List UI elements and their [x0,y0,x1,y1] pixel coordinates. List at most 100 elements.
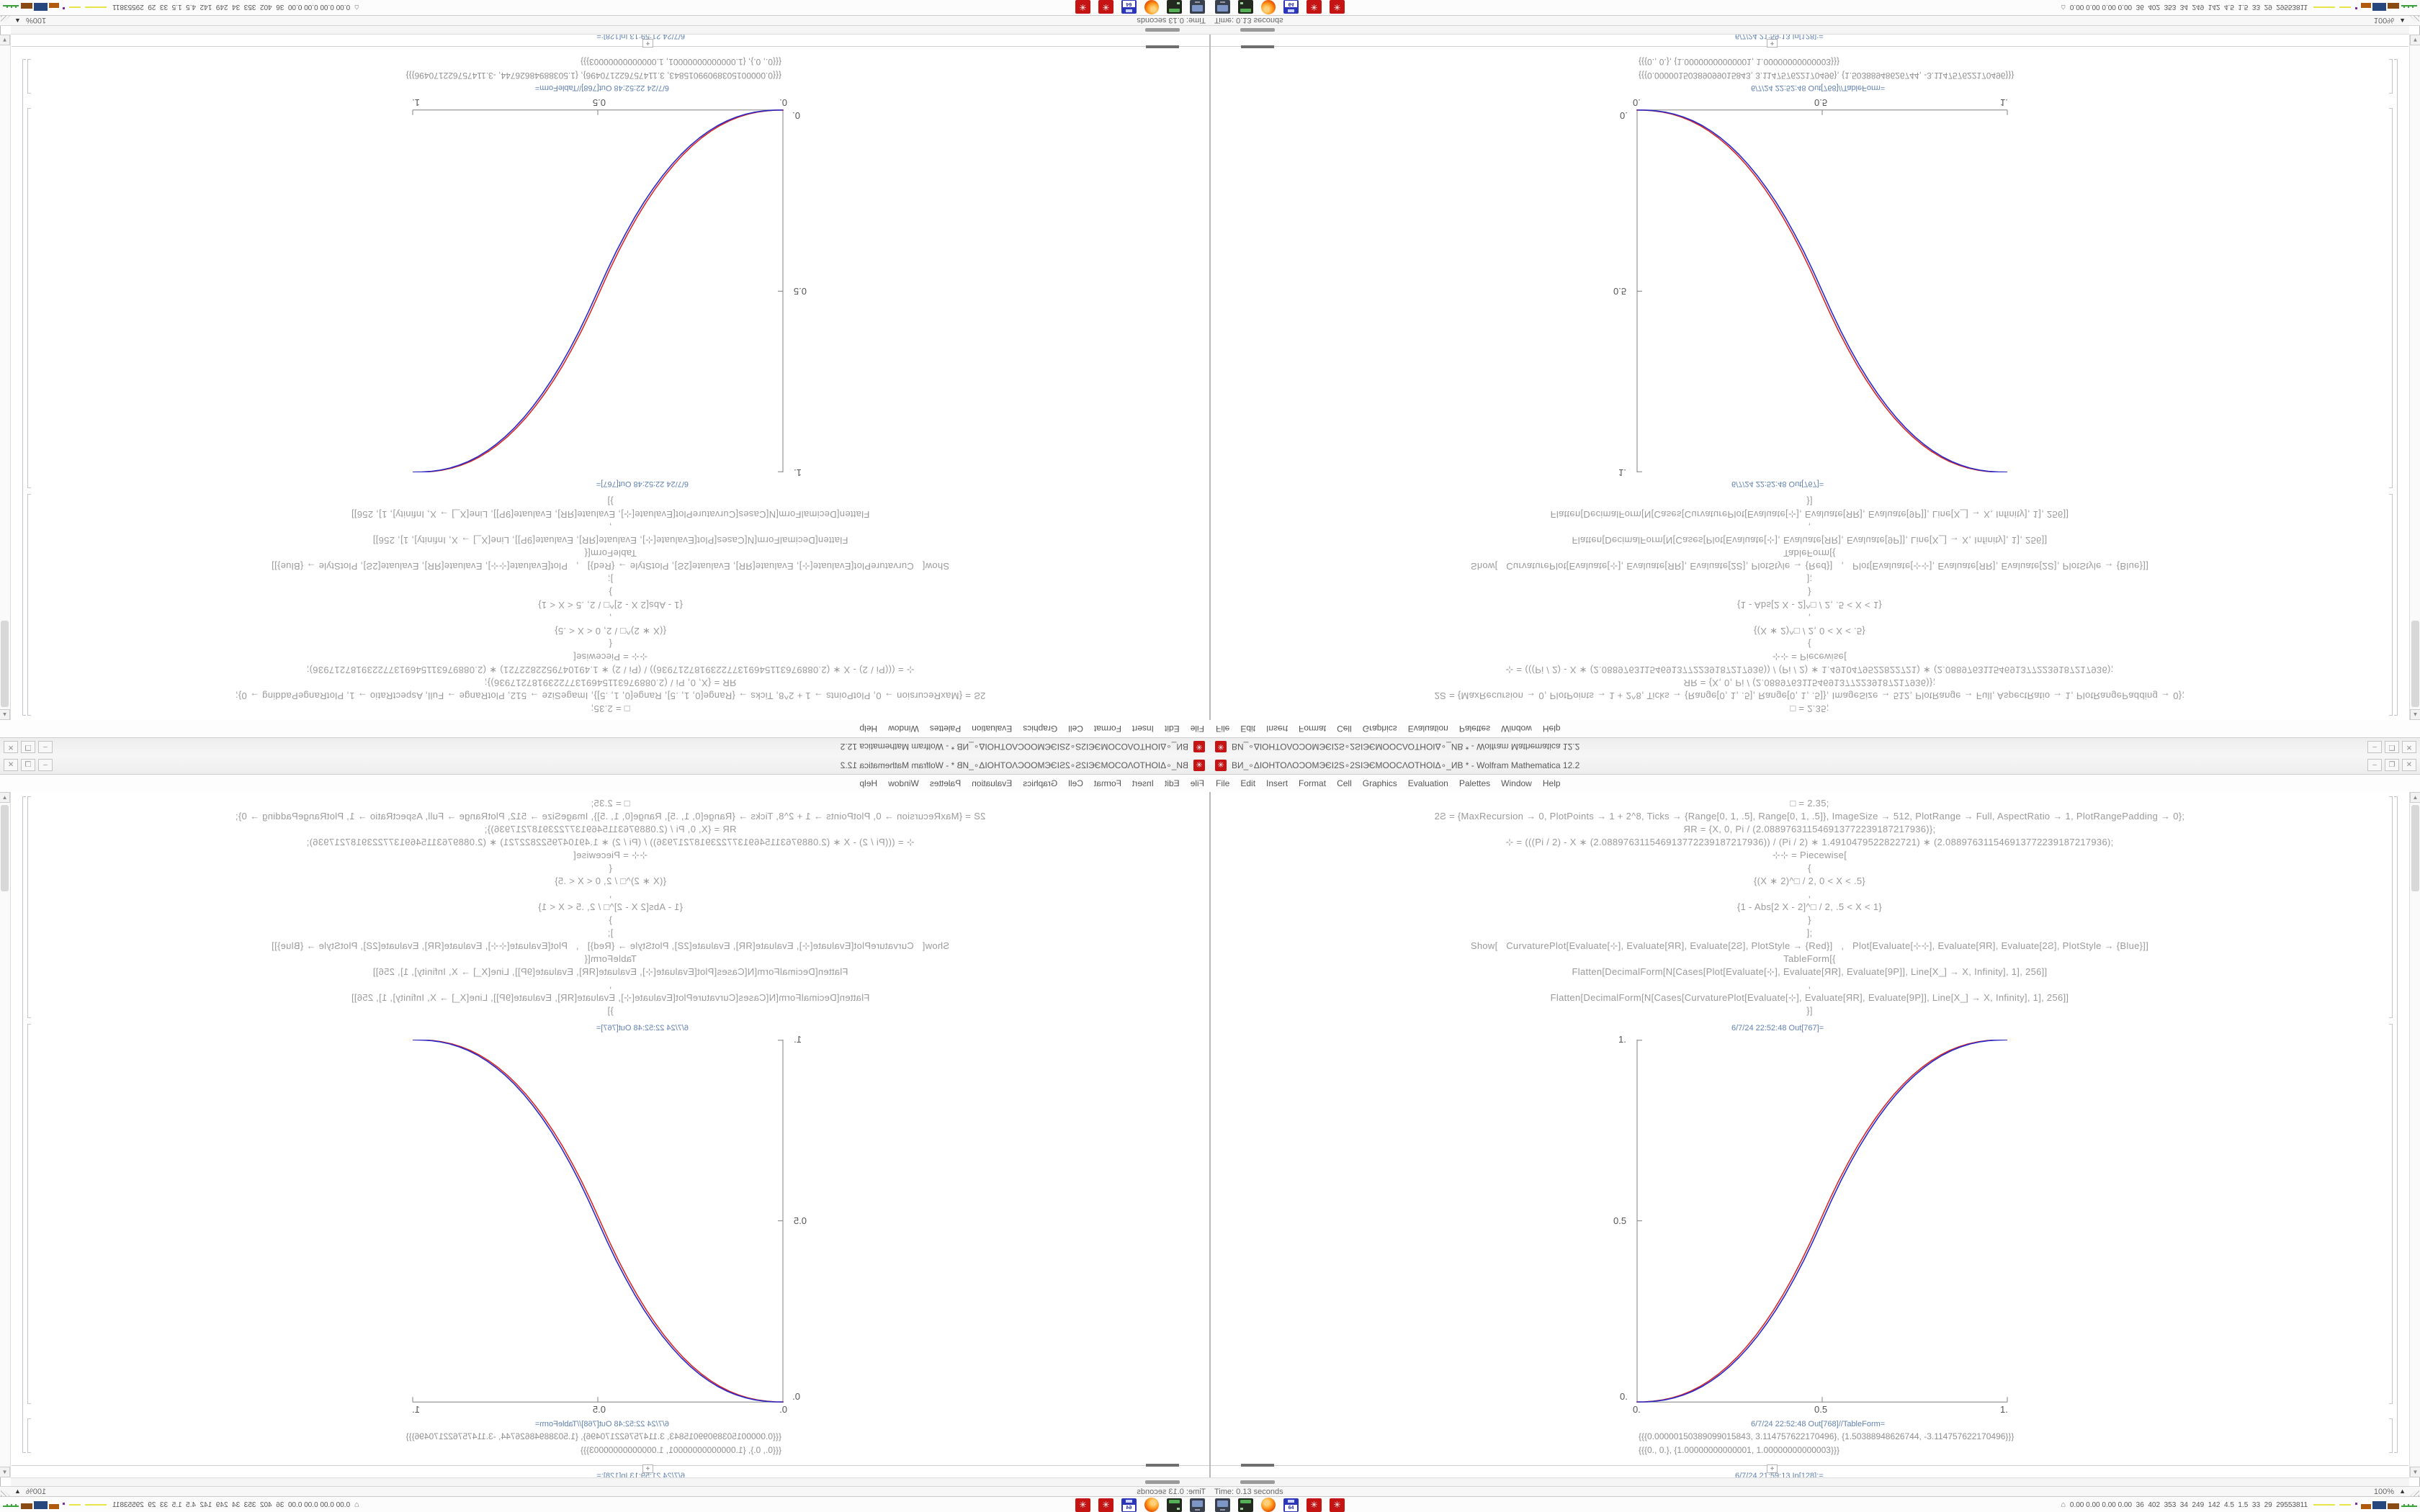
horizontal-scroll-thumb[interactable] [1145,1480,1180,1484]
menu-item-edit[interactable]: Edit [1164,724,1180,734]
mathematica-kernel-icon-2[interactable]: ✳ [1330,1498,1345,1512]
horizontal-scrollbar[interactable] [11,26,1210,35]
menu-item-help[interactable]: Help [859,778,878,788]
code-line[interactable]: 2Ƨ = {MaxRecursion → 0, PlotPoints → 1 +… [1434,811,2185,822]
menu-item-help[interactable]: Help [1542,778,1561,788]
menu-item-evaluation[interactable]: Evaluation [1407,778,1448,788]
code-line[interactable]: Flatten[DecimalForm[N[Cases[Plot[Evaluat… [1572,966,2048,977]
cell-insertion-thumb[interactable] [1146,1464,1179,1467]
scroll-up-icon[interactable]: ▲ [2410,792,2420,803]
menu-item-cell[interactable]: Cell [1337,778,1352,788]
vertical-scrollbar[interactable]: ▲ ▼ [2409,792,2420,1477]
cell-bracket-output-table[interactable] [2389,1418,2393,1453]
code-line[interactable]: ⊹⊹ = Piecewise[ [573,652,648,662]
code-line[interactable]: 2Ƨ = {MaxRecursion → 0, PlotPoints → 1 +… [235,690,986,701]
cell-insertion-line[interactable] [1211,1465,2408,1466]
code-line[interactable]: ⊹⊹ = Piecewise[ [1772,850,1847,860]
close-button[interactable]: ✕ [4,759,18,771]
cell-bracket-output-table[interactable] [2389,59,2393,94]
cell-bracket-group[interactable] [22,59,26,716]
code-line[interactable]: { [1808,863,1811,873]
code-line[interactable]: Flatten[DecimalForm[N[Cases[CurvaturePlo… [1550,992,2069,1003]
code-line[interactable]: }] [607,496,614,507]
vertical-scrollbar[interactable]: ▲ ▼ [2409,35,2420,720]
code-line[interactable]: ЯR = {X, 0, Pi / (2.08897631154691377223… [1683,678,1936,688]
scroll-down-icon[interactable]: ▼ [0,35,10,45]
zoom-level[interactable]: 100% [2373,1488,2394,1496]
code-line[interactable]: { [609,863,612,873]
notebook-content[interactable]: □ = 2.35; 2Ƨ = {MaxRecursion → 0, PlotPoi… [1211,792,2408,1477]
menu-item-palettes[interactable]: Palettes [929,778,962,788]
maximize-button[interactable]: ❐ [21,759,35,771]
cell-bracket-input[interactable] [27,494,31,716]
disk-utility-icon[interactable] [1238,0,1253,14]
code-line[interactable]: Flatten[DecimalForm[N[Cases[CurvaturePlo… [351,992,870,1003]
horizontal-scrollbar[interactable] [1210,1477,2409,1486]
scroll-up-icon[interactable]: ▲ [2410,709,2420,720]
zoom-level[interactable]: 100% [26,16,47,24]
firefox-icon[interactable] [1144,1498,1159,1512]
menu-item-edit[interactable]: Edit [1240,778,1256,788]
cell-insertion-thumb[interactable] [1241,1464,1274,1467]
close-button[interactable]: ✕ [2402,741,2416,753]
code-line[interactable]: □ = 2.35; [1790,798,1829,809]
horizontal-scrollbar[interactable] [11,1477,1210,1486]
mathematica-kernel-icon[interactable]: ✳ [1307,0,1322,14]
code-line[interactable]: , [1808,613,1811,624]
menu-item-graphics[interactable]: Graphics [1362,724,1397,734]
resize-grip[interactable] [1,1488,10,1496]
floppy-64-icon[interactable]: 64 [1121,1498,1137,1512]
code-line[interactable]: , [609,979,612,990]
notebook-content[interactable]: □ = 2.35; 2Ƨ = {MaxRecursion → 0, PlotPoi… [12,792,1209,1477]
code-line[interactable]: ]; [607,927,614,938]
code-line[interactable]: 2Ƨ = {MaxRecursion → 0, PlotPoints → 1 +… [1434,690,2185,701]
vertical-scroll-thumb[interactable] [1,621,9,707]
scroll-up-icon[interactable]: ▲ [0,792,10,803]
code-line[interactable]: {1 - Abs[2 X - 2]^□ / 2, .5 < X < 1} [1736,600,1883,611]
code-line[interactable]: } [1808,587,1811,598]
close-button[interactable]: ✕ [4,741,18,753]
disk-utility-icon[interactable] [1167,0,1182,14]
cell-bracket-output-plot[interactable] [2389,108,2393,488]
close-button[interactable]: ✕ [2402,759,2416,771]
input-cell[interactable]: □ = 2.35; 2Ƨ = {MaxRecursion → 0, PlotPoi… [12,495,1209,720]
firefox-icon[interactable] [1261,1498,1276,1512]
screenshot-tool-icon[interactable] [1215,0,1230,14]
menu-item-cell[interactable]: Cell [1068,724,1083,734]
menu-item-format[interactable]: Format [1299,778,1327,788]
code-line[interactable]: ⊹ = (((Pi / 2) - X ∗ (2.0889763115469137… [1505,665,2114,675]
mathematica-kernel-icon-2[interactable]: ✳ [1075,0,1090,14]
input-cell[interactable]: □ = 2.35; 2Ƨ = {MaxRecursion → 0, PlotPoi… [12,792,1209,1017]
code-line[interactable]: } [609,587,612,598]
horizontal-scroll-thumb[interactable] [1145,28,1180,32]
menu-item-insert[interactable]: Insert [1131,724,1154,734]
scroll-up-icon[interactable]: ▲ [0,709,10,720]
mathematica-kernel-icon[interactable]: ✳ [1098,0,1113,14]
scroll-down-icon[interactable]: ▼ [0,1467,10,1477]
zoom-arrow-icon[interactable]: ▲ [14,17,21,24]
code-line[interactable]: ЯR = {X, 0, Pi / (2.08897631154691377223… [484,824,737,834]
code-line[interactable]: ⊹⊹ = Piecewise[ [573,850,648,860]
code-line[interactable]: {(X ∗ 2)^□ / 2, 0 < X < .5} [1753,876,1866,886]
floppy-64-icon[interactable]: 64 [1283,0,1299,14]
cell-bracket-input[interactable] [2389,796,2393,1018]
code-line[interactable]: ЯR = {X, 0, Pi / (2.08897631154691377223… [1683,824,1936,834]
menu-item-evaluation[interactable]: Evaluation [972,724,1013,734]
code-line[interactable]: 2Ƨ = {MaxRecursion → 0, PlotPoints → 1 +… [235,811,986,822]
code-line[interactable]: , [609,888,612,899]
insert-cell-button[interactable]: + [1767,1464,1778,1473]
menu-item-format[interactable]: Format [1093,724,1121,734]
minimize-button[interactable]: – [2367,741,2382,753]
menu-item-help[interactable]: Help [859,724,878,734]
code-line[interactable]: , [609,522,612,533]
cell-insertion-line[interactable] [12,1465,1209,1466]
cell-bracket-group[interactable] [22,796,26,1453]
notebook-content[interactable]: □ = 2.35; 2Ƨ = {MaxRecursion → 0, PlotPoi… [12,35,1209,720]
cell-insertion-line[interactable] [12,46,1209,47]
code-line[interactable]: {1 - Abs[2 X - 2]^□ / 2, .5 < X < 1} [537,600,684,611]
code-line[interactable]: Show[ CurvaturePlot[Evaluate[⊹], Evaluat… [1470,561,2149,572]
code-line[interactable]: TableForm[{ [1783,548,1836,559]
menu-item-palettes[interactable]: Palettes [929,724,962,734]
code-line[interactable]: Flatten[DecimalForm[N[Cases[Plot[Evaluat… [372,966,848,977]
menu-item-window[interactable]: Window [888,778,919,788]
